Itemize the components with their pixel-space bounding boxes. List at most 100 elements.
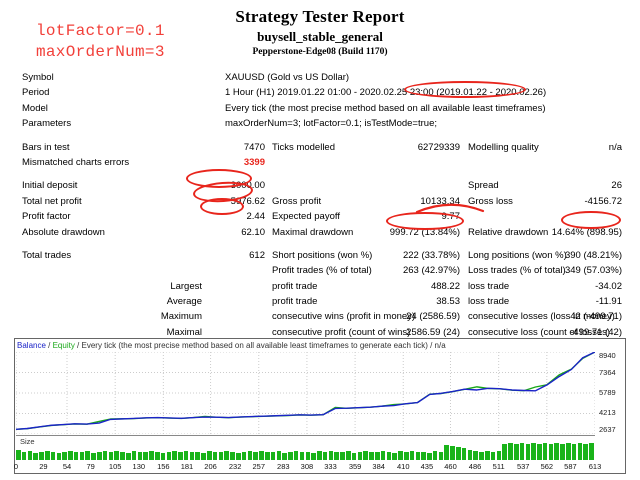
trade-size-bar <box>218 452 224 460</box>
trade-size-bar <box>432 451 438 460</box>
table-row-mismatched-errors: Mismatched charts errors 3399 <box>0 155 640 170</box>
trade-size-bar <box>126 453 131 460</box>
trade-size-bar <box>259 451 264 460</box>
total-trades-value: 612 <box>249 249 265 261</box>
trade-size-bar <box>415 452 421 460</box>
trade-size-bar <box>484 451 490 460</box>
ticks-modelled-value: 62729339 <box>417 141 460 153</box>
modelling-quality-value: n/a <box>608 141 622 153</box>
legend-description: / Every tick (the most precise method ba… <box>74 341 446 350</box>
expert-name: buysell_stable_general <box>257 29 383 44</box>
trade-size-bar <box>137 452 143 460</box>
trade-size-bar <box>386 452 392 460</box>
spacer-2 <box>0 170 640 178</box>
symbol-label: Symbol <box>22 72 54 83</box>
trade-size-bar <box>293 451 299 460</box>
trade-size-bar <box>44 451 50 460</box>
trade-size-bar <box>79 452 85 460</box>
trade-size-bar <box>369 452 374 460</box>
x-axis-tick: 460 <box>444 462 457 471</box>
initial-deposit-value: 3000.00 <box>230 180 265 192</box>
trade-size-bar <box>195 452 201 460</box>
trade-size-bar <box>450 446 455 460</box>
chart-legend: Balance / Equity / Every tick (the most … <box>17 340 446 351</box>
max-consecutive-losses-value: 42 (-499.71) <box>570 311 622 323</box>
trade-size-bar <box>380 451 386 460</box>
x-axis-tick: 308 <box>300 462 314 471</box>
trade-size-bar <box>363 451 368 460</box>
table-row-initial-deposit: Initial deposit 3000.00 Spread 26 <box>0 178 640 193</box>
trade-size-bar <box>392 453 397 460</box>
trade-size-bar <box>201 453 206 460</box>
trade-size-bar <box>160 453 166 460</box>
report-table: Symbol XAUUSD (Gold vs US Dollar) Period… <box>0 70 640 356</box>
trade-size-bar <box>33 453 38 460</box>
x-axis-tick: 257 <box>252 462 265 471</box>
average-loss-trade-label: loss trade <box>468 296 510 308</box>
period-label: Period <box>22 87 50 99</box>
max-consecutive-wins-label: consecutive wins (profit in money) <box>272 311 416 323</box>
trade-size-bar <box>351 453 357 460</box>
period-value: 1 Hour (H1) 2019.01.22 01:00 - 2020.02.2… <box>225 87 547 99</box>
profit-factor-label: Profit factor <box>22 211 71 223</box>
trade-size-bar <box>166 452 172 460</box>
profit-trades-label: Profit trades (% of total) <box>272 265 372 277</box>
gross-loss-value: -4156.72 <box>584 195 622 207</box>
trade-size-bar <box>357 452 363 460</box>
trade-size-bar <box>27 451 33 460</box>
trade-size-bar <box>461 448 467 460</box>
mismatched-errors-value: 3399 <box>243 156 265 168</box>
long-positions-label: Long positions (won %) <box>468 249 567 261</box>
trade-size-bar <box>56 453 62 460</box>
table-row-bars-in-test: Bars in test 7470 Ticks modelled 6272933… <box>0 140 640 155</box>
table-row-drawdown: Absolute drawdown 62.10 Maximal drawdown… <box>0 225 640 240</box>
spacer-3 <box>0 240 640 248</box>
maximal-consecutive-loss-label: consecutive loss (count of losses) <box>468 326 611 338</box>
gross-profit-value: 10133.34 <box>420 195 460 207</box>
trade-size-bar <box>542 443 548 460</box>
average-profit-trade-value: 38.53 <box>436 296 460 308</box>
maximal-consecutive-profit-value: 2586.59 (24) <box>406 326 460 338</box>
x-axis-tick: 435 <box>420 462 434 471</box>
y-axis-tick: 2637 <box>599 425 616 434</box>
largest-loss-trade-label: loss trade <box>468 280 510 292</box>
spread-label: Spread <box>468 180 499 192</box>
x-axis-tick: 181 <box>180 462 194 471</box>
table-row-model: Model Every tick (the most precise metho… <box>0 101 640 116</box>
total-net-profit-label: Total net profit <box>22 195 82 207</box>
table-row-largest: Largest profit trade 488.22 loss trade -… <box>0 279 640 294</box>
trade-size-bar <box>276 451 282 460</box>
max-consecutive-losses-label: consecutive losses (loss in money) <box>468 311 615 323</box>
trade-size-bar <box>438 452 444 460</box>
x-axis-tick: 79 <box>86 462 95 471</box>
annotation-lot-factor: lotFactor=0.1 <box>36 22 165 40</box>
trade-size-bar <box>513 444 519 460</box>
trade-size-bar <box>50 452 56 460</box>
trade-size-bar <box>143 452 148 460</box>
trade-size-bar <box>571 444 577 460</box>
largest-profit-trade-value: 488.22 <box>430 280 460 292</box>
trade-size-bar <box>264 452 270 460</box>
trade-size-bar <box>253 452 258 460</box>
total-net-profit-value: 5976.62 <box>230 195 265 207</box>
x-axis-tick: 130 <box>132 462 146 471</box>
x-axis-tick: 359 <box>348 462 362 471</box>
trade-size-bar <box>21 452 27 460</box>
spread-value: 26 <box>611 180 622 192</box>
trade-size-bar <box>583 444 588 460</box>
trade-size-bar <box>73 452 79 460</box>
trade-size-bar <box>398 451 403 460</box>
x-axis-tick: 54 <box>62 462 72 471</box>
chart-x-axis: 0 29 54 79 105 130 156 181 206 232 257 283 308 333 359… <box>14 460 626 473</box>
ticks-modelled-label: Ticks modelled <box>272 141 336 153</box>
trade-size-bar <box>241 452 247 460</box>
chart-plot-area <box>16 352 595 434</box>
x-axis-tick: 156 <box>157 462 170 471</box>
bars-in-test-value: 7470 <box>243 141 265 153</box>
trade-size-bar <box>247 451 253 460</box>
trade-size-bar <box>566 443 571 460</box>
table-row-maximum-consecutive: Maximum consecutive wins (profit in mone… <box>0 309 640 324</box>
trade-size-bar <box>537 444 542 460</box>
parameters-value: maxOrderNum=3; lotFactor=0.1; isTestMode… <box>225 118 437 130</box>
x-axis-tick: 511 <box>492 462 505 471</box>
